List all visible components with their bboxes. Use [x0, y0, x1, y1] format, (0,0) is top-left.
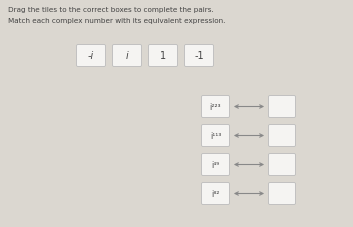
FancyBboxPatch shape	[202, 125, 229, 147]
FancyBboxPatch shape	[77, 45, 106, 67]
Text: i¹¹³: i¹¹³	[210, 131, 221, 140]
FancyBboxPatch shape	[113, 45, 142, 67]
Text: i⁴⁹: i⁴⁹	[211, 160, 220, 169]
FancyBboxPatch shape	[185, 45, 214, 67]
Text: -i: -i	[88, 51, 94, 61]
FancyBboxPatch shape	[202, 154, 229, 176]
Text: i: i	[126, 51, 128, 61]
FancyBboxPatch shape	[269, 125, 295, 147]
Text: -1: -1	[194, 51, 204, 61]
FancyBboxPatch shape	[149, 45, 178, 67]
Text: Match each complex number with its equivalent expression.: Match each complex number with its equiv…	[8, 18, 225, 24]
Text: Drag the tiles to the correct boxes to complete the pairs.: Drag the tiles to the correct boxes to c…	[8, 7, 214, 13]
Text: i²²³: i²²³	[210, 103, 221, 111]
Text: 1: 1	[160, 51, 166, 61]
Text: i⁸²: i⁸²	[211, 189, 220, 198]
FancyBboxPatch shape	[202, 96, 229, 118]
FancyBboxPatch shape	[202, 183, 229, 205]
FancyBboxPatch shape	[269, 154, 295, 176]
FancyBboxPatch shape	[269, 96, 295, 118]
FancyBboxPatch shape	[269, 183, 295, 205]
